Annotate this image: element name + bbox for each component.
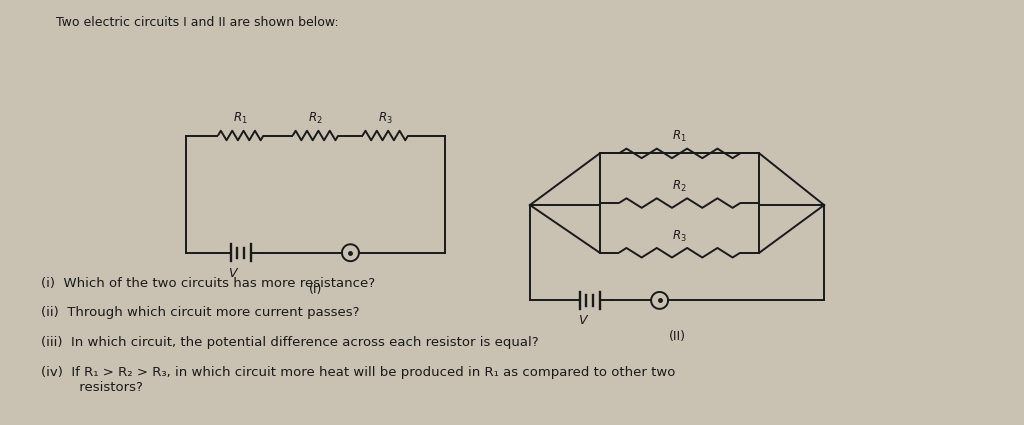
Text: (iii)  In which circuit, the potential difference across each resistor is equal?: (iii) In which circuit, the potential di… xyxy=(41,336,539,349)
Text: V: V xyxy=(228,266,237,280)
Text: $R_2$: $R_2$ xyxy=(308,110,323,125)
Text: $R_3$: $R_3$ xyxy=(378,110,392,125)
Text: $R_1$: $R_1$ xyxy=(672,129,687,144)
Text: (ii)  Through which circuit more current passes?: (ii) Through which circuit more current … xyxy=(41,306,359,319)
Text: (iv)  If R₁ > R₂ > R₃, in which circuit more heat will be produced in R₁ as comp: (iv) If R₁ > R₂ > R₃, in which circuit m… xyxy=(41,366,676,394)
Text: $R_2$: $R_2$ xyxy=(672,179,687,194)
Text: (II): (II) xyxy=(669,330,685,343)
Text: (I): (I) xyxy=(309,283,323,295)
Text: (i)  Which of the two circuits has more resistance?: (i) Which of the two circuits has more r… xyxy=(41,277,376,289)
Text: $R_1$: $R_1$ xyxy=(233,110,248,125)
Text: Two electric circuits I and II are shown below:: Two electric circuits I and II are shown… xyxy=(56,16,339,29)
Text: V: V xyxy=(578,314,586,327)
Text: $R_3$: $R_3$ xyxy=(672,229,687,244)
